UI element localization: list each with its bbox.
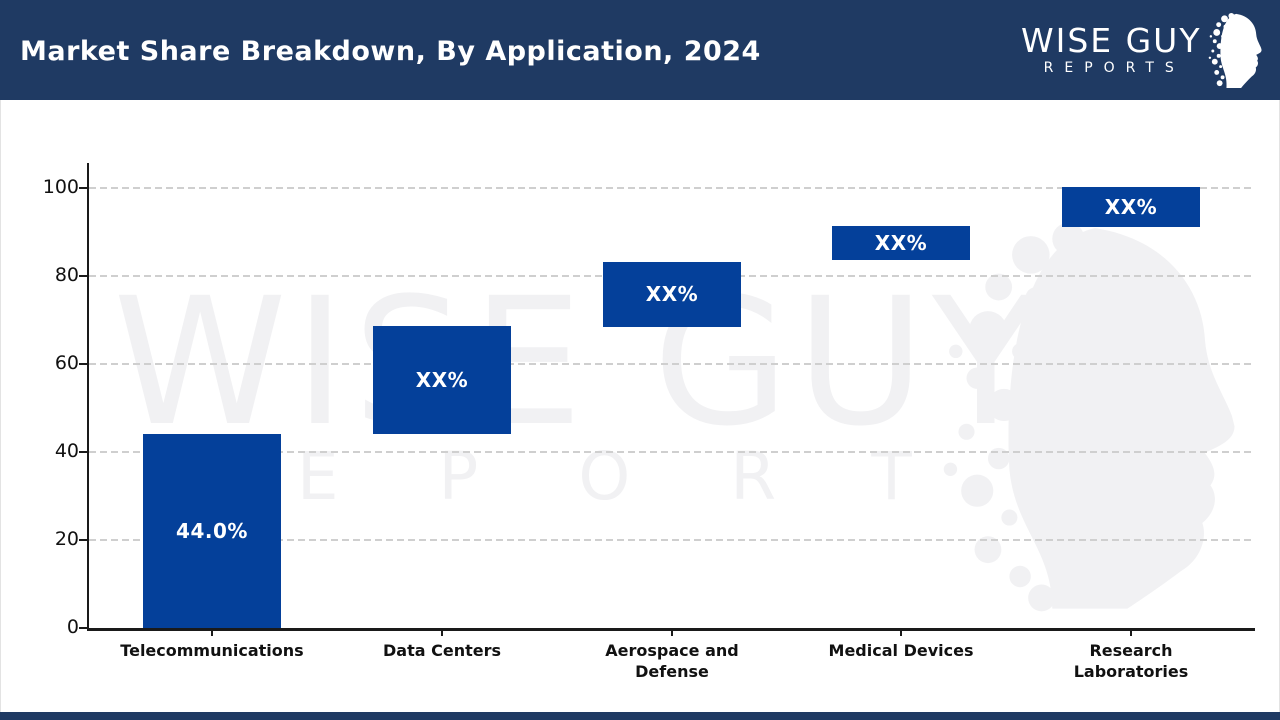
x-axis-category-label: Medical Devices <box>828 641 974 660</box>
y-axis-tick-label: 40 <box>54 440 79 462</box>
x-axis-category-label: Aerospace and Defense <box>605 641 739 681</box>
y-axis-tick <box>79 187 87 189</box>
x-axis-tick <box>900 628 902 636</box>
bar-value-label: 44.0% <box>176 519 248 544</box>
bar-aerospace-and-defense: XX% <box>603 261 741 327</box>
y-axis-tick <box>79 451 87 453</box>
bar-research-laboratories: XX% <box>1062 187 1200 227</box>
x-axis-category-label: Research Laboratories <box>1073 641 1189 681</box>
y-axis-tick <box>79 539 87 541</box>
bar-value-label: XX% <box>645 282 699 307</box>
gridline <box>89 187 1255 189</box>
x-axis-tick <box>671 628 673 636</box>
brand-name: WISE GUY <box>1020 21 1202 61</box>
footer-bar <box>0 712 1280 720</box>
gridline <box>89 451 1255 453</box>
y-axis-tick <box>79 275 87 277</box>
watermark-face-icon <box>929 212 1251 614</box>
bar-telecommunications: 44.0% <box>143 434 281 628</box>
bar-value-label: XX% <box>415 368 469 393</box>
x-axis-tick <box>441 628 443 636</box>
y-axis-tick-label: 100 <box>42 176 79 198</box>
y-axis-tick-label: 0 <box>66 616 79 638</box>
x-axis-tick <box>211 628 213 636</box>
brand-logo: WISE GUY REPORTS <box>1021 8 1264 92</box>
bar-value-label: XX% <box>874 230 928 255</box>
brand-subname: REPORTS <box>1043 59 1185 76</box>
brand-logo-text: WISE GUY REPORTS <box>1021 24 1202 76</box>
watermark-subtext: REPORTS <box>151 438 1154 515</box>
y-axis-line <box>87 163 89 631</box>
bar-medical-devices: XX% <box>832 225 970 261</box>
x-axis-tick <box>1130 628 1132 636</box>
gridline <box>89 363 1255 365</box>
y-axis-tick <box>79 363 87 365</box>
y-axis-tick-label: 20 <box>54 528 79 550</box>
y-axis-tick-label: 60 <box>54 352 79 374</box>
face-profile-icon <box>1206 11 1265 89</box>
page-title: Market Share Breakdown, By Application, … <box>20 36 761 67</box>
x-axis-line <box>87 628 1255 631</box>
watermark-brand-text: WISE GUY <box>113 260 1047 465</box>
x-axis-category-label: Telecommunications <box>120 641 304 660</box>
header-banner: Market Share Breakdown, By Application, … <box>0 0 1280 100</box>
chart-area: WISE GUY REPORTS 0 20 40 60 80 100 44.0% Teleco… <box>0 100 1280 712</box>
bar-value-label: XX% <box>1104 194 1158 219</box>
bar-data-centers: XX% <box>373 326 511 435</box>
gridline <box>89 539 1255 541</box>
y-axis-tick-label: 80 <box>54 264 79 286</box>
x-axis-category-label: Data Centers <box>383 641 501 660</box>
y-axis-tick <box>79 627 87 629</box>
